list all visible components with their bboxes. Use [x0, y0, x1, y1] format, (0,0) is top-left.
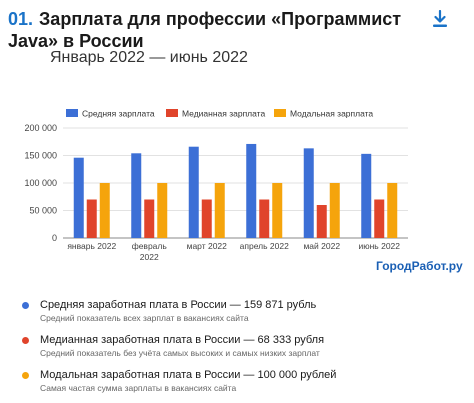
legend-label: Медианная зарплата	[182, 109, 265, 119]
stats-list: Средняя заработная плата в России — 159 …	[22, 298, 462, 403]
stat-main: Модальная заработная плата в России — 10…	[40, 369, 337, 381]
x-tick-label: 2022	[140, 252, 159, 262]
bar	[374, 199, 385, 238]
bar	[131, 153, 142, 238]
stat-description: Средний показатель без учёта самых высок…	[40, 348, 320, 358]
y-tick-label: 150 000	[24, 151, 57, 161]
bar	[188, 146, 199, 238]
bar	[86, 199, 97, 238]
stat-mode: Модальная заработная плата в России — 10…	[22, 368, 462, 394]
section-number: 01.	[8, 9, 34, 29]
bar	[329, 183, 340, 238]
x-tick-label: июнь 2022	[358, 241, 400, 251]
blue-dot-icon	[22, 302, 29, 309]
bar	[387, 183, 398, 238]
y-tick-label: 200 000	[24, 123, 57, 133]
bar	[99, 183, 110, 238]
title-text: Зарплата для профессии «Программист Java…	[8, 9, 402, 51]
download-icon[interactable]	[432, 10, 448, 28]
stat-description: Самая частая сумма зарплаты в вакансиях …	[40, 383, 237, 393]
salary-chart: Средняя зарплата Медианная зарплата Модаль…	[24, 109, 408, 262]
bar	[361, 153, 372, 238]
stat-main: Медианная заработная плата в России — 68…	[40, 334, 325, 346]
bar	[303, 148, 314, 238]
bar	[316, 205, 327, 238]
bar	[272, 183, 283, 238]
bar	[157, 183, 168, 238]
stat-main: Средняя заработная плата в России — 159 …	[40, 299, 317, 311]
bar	[214, 183, 225, 238]
y-tick-label: 100 000	[24, 178, 57, 188]
y-tick-label: 0	[52, 233, 57, 243]
bar	[246, 143, 257, 238]
stat-median: Медианная заработная плата в России — 68…	[22, 333, 462, 359]
bar	[201, 199, 212, 238]
stat-description: Средний показатель всех зарплат в ваканс…	[40, 313, 249, 323]
bar	[144, 199, 155, 238]
legend-swatch	[166, 109, 178, 117]
legend-label: Модальная зарплата	[290, 109, 373, 119]
brand-logo: ГородРабот.ру	[376, 259, 463, 273]
stat-average: Средняя заработная плата в России — 159 …	[22, 298, 462, 324]
bar	[259, 199, 270, 238]
x-tick-label: март 2022	[187, 241, 228, 251]
orange-dot-icon	[22, 372, 29, 379]
y-tick-label: 50 000	[29, 206, 57, 216]
period-subtitle: Январь 2022 — июнь 2022	[50, 49, 248, 66]
x-tick-label: май 2022	[303, 241, 340, 251]
header: 01. Зарплата для профессии «Программист J…	[8, 8, 438, 52]
red-dot-icon	[22, 337, 29, 344]
legend-swatch	[274, 109, 286, 117]
bar	[73, 157, 84, 238]
x-tick-label: апрель 2022	[240, 241, 289, 251]
x-tick-label: январь 2022	[67, 241, 116, 251]
legend-label: Средняя зарплата	[82, 109, 155, 119]
x-tick-label: февраль	[132, 241, 168, 251]
legend-swatch	[66, 109, 78, 117]
page-title: 01. Зарплата для профессии «Программист J…	[8, 8, 438, 52]
